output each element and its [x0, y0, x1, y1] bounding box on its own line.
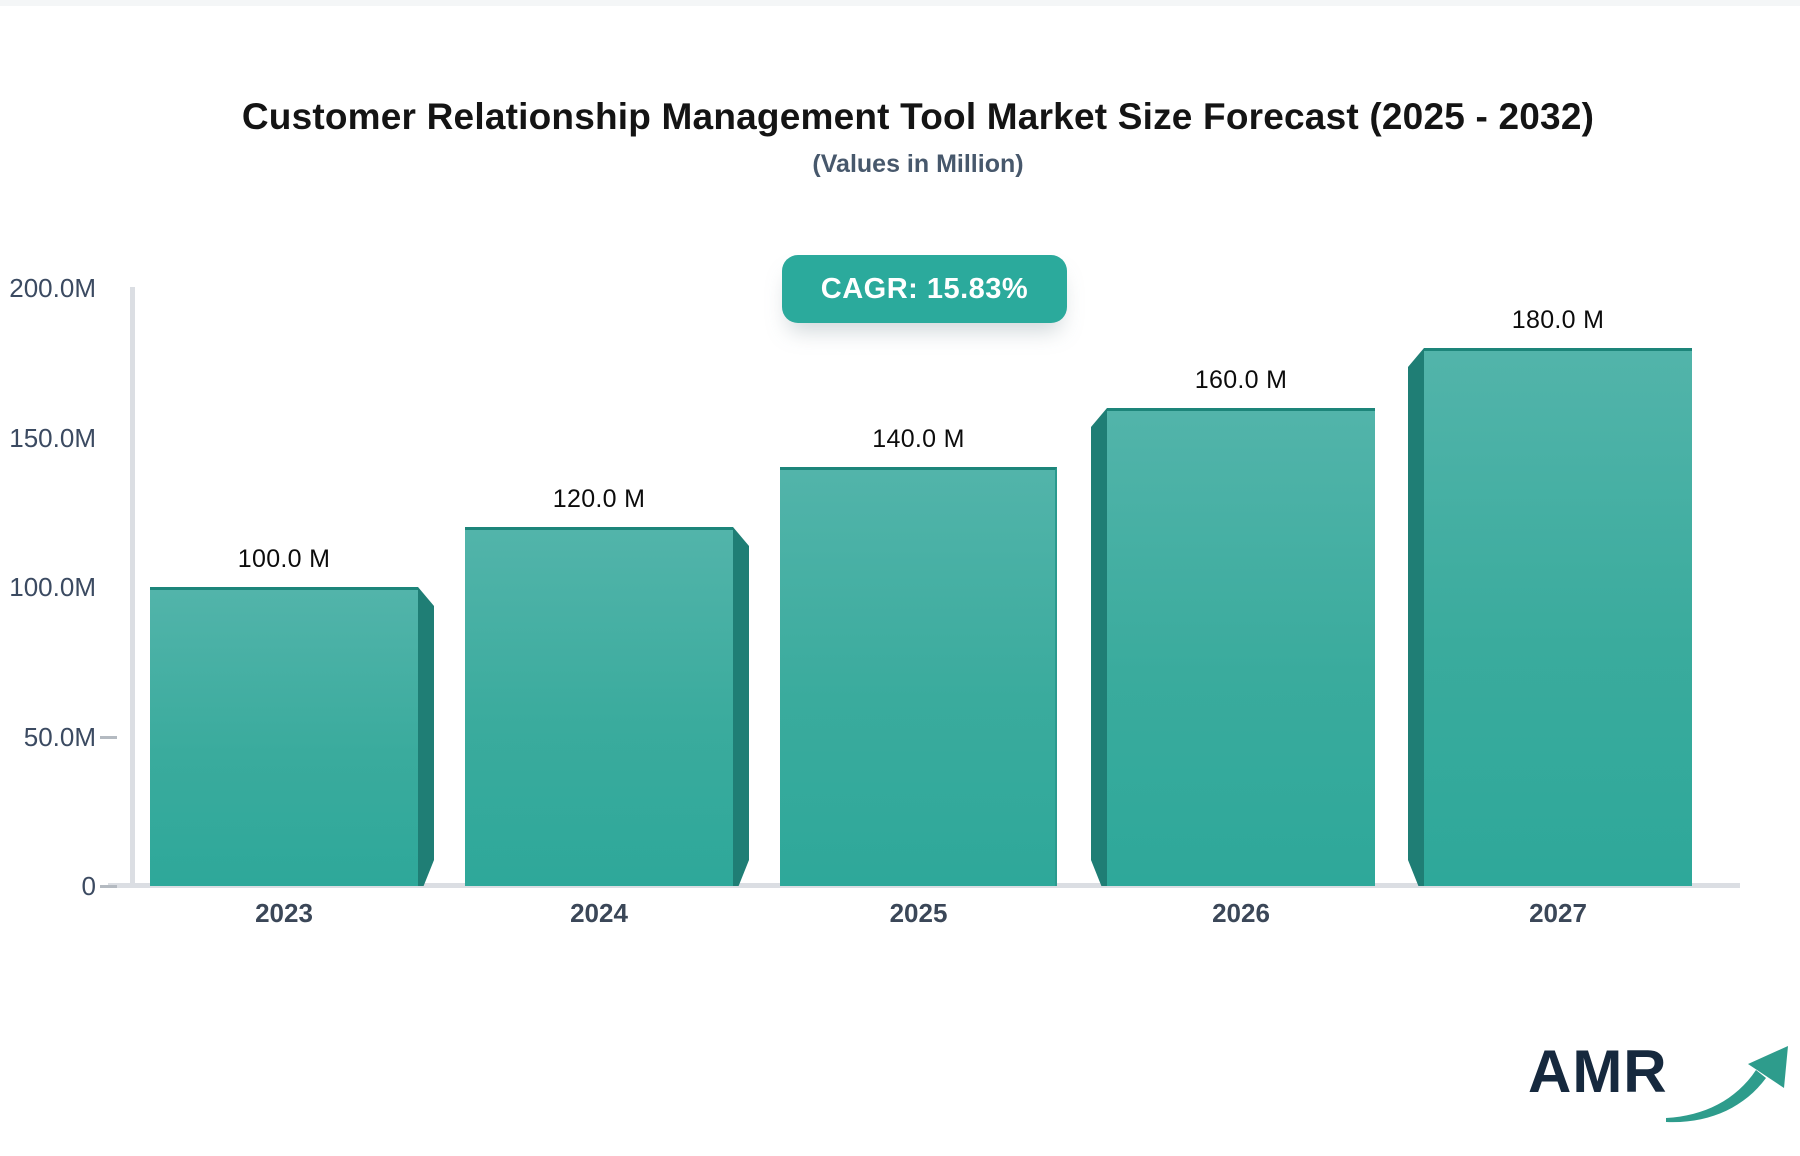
- y-axis-tick-label: 0: [81, 871, 96, 901]
- bar-side-2026: [1091, 408, 1107, 886]
- x-axis-label-2025: 2025: [889, 898, 948, 928]
- y-axis-tick-mark: [100, 885, 117, 888]
- y-axis-tick-label: 50.0M: [23, 721, 96, 752]
- bar-2024: [465, 527, 733, 886]
- bar-2026: [1107, 408, 1375, 886]
- y-axis-tick-label: 150.0M: [9, 422, 96, 453]
- chart-title: Customer Relationship Management Tool Ma…: [241, 96, 1595, 137]
- bar-value-label: 140.0 M: [872, 425, 965, 453]
- bar-value-label: 160.0 M: [1194, 366, 1288, 394]
- x-axis-label-2027: 2027: [1529, 898, 1587, 928]
- x-axis-label-2024: 2024: [570, 898, 628, 928]
- top-edge-strip: [0, 0, 1800, 6]
- bar-side-2023: [418, 587, 434, 886]
- bar-2023: [150, 587, 418, 886]
- bar-2027: [1424, 348, 1692, 886]
- brand-logo-text: AMR: [1528, 1038, 1668, 1105]
- bar-2025: [780, 467, 1057, 886]
- bar-side-2024: [733, 527, 749, 886]
- bar-value-label: 180.0 M: [1511, 306, 1605, 334]
- bar-side-2027: [1408, 348, 1424, 886]
- growth-arrow-icon: [1665, 1046, 1788, 1123]
- brand-logo: AMR: [1528, 1036, 1792, 1124]
- chart-subtitle: (Values in Million): [812, 150, 1024, 178]
- x-axis-label-2023: 2023: [255, 898, 313, 928]
- cagr-badge: CAGR: 15.83%: [782, 255, 1067, 323]
- y-axis-line: [130, 287, 135, 886]
- cagr-badge-label: CAGR: 15.83%: [820, 272, 1029, 305]
- x-axis-label-2026: 2026: [1212, 898, 1270, 928]
- y-axis-tick-label: 200.0M: [9, 273, 96, 303]
- bar-value-label: 120.0 M: [552, 485, 646, 513]
- y-axis-tick-label: 100.0M: [9, 572, 96, 602]
- y-axis-tick-mark: [100, 735, 117, 739]
- bar-value-label: 100.0 M: [237, 545, 331, 573]
